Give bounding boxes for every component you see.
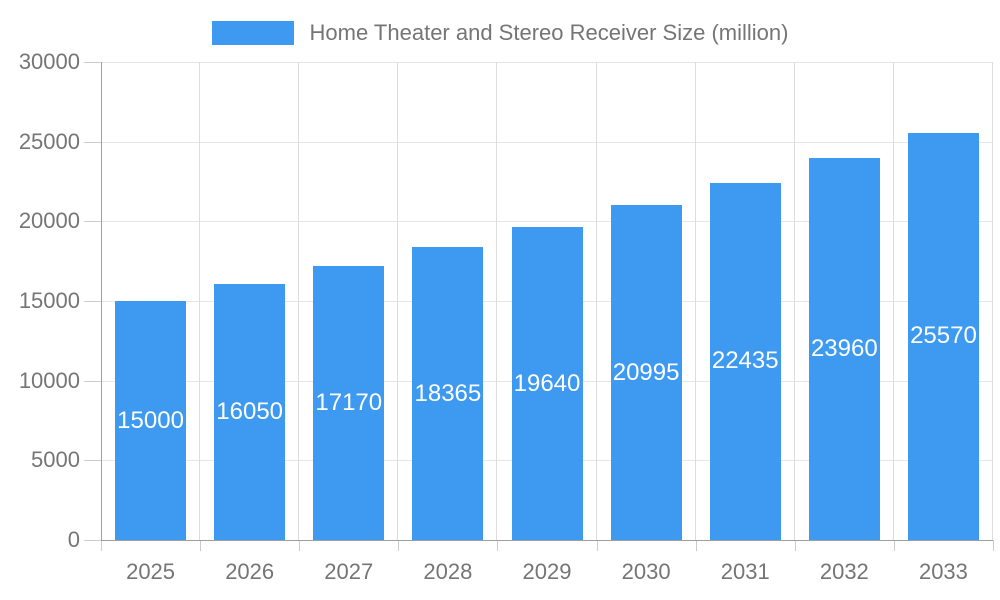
x-axis-tick xyxy=(695,540,697,551)
y-axis-tick-label: 30000 xyxy=(18,49,80,74)
gridline-horizontal xyxy=(101,221,993,223)
bar-value-label: 20995 xyxy=(612,358,680,386)
gridline-vertical xyxy=(397,62,399,540)
legend-label: Home Theater and Stereo Receiver Size (m… xyxy=(309,20,789,45)
x-axis-tick xyxy=(993,540,994,551)
x-axis-line xyxy=(101,540,993,541)
bar: 20995 xyxy=(610,205,682,540)
y-axis-tick xyxy=(84,540,101,541)
gridline-vertical xyxy=(694,62,696,540)
x-axis-tick-label: 2027 xyxy=(324,559,374,584)
x-axis-tick xyxy=(101,540,102,551)
bar: 25570 xyxy=(907,132,979,540)
bar: 19640 xyxy=(511,227,583,540)
y-axis-tick-label: 20000 xyxy=(18,208,80,234)
gridline-vertical xyxy=(793,62,795,540)
x-axis-tick xyxy=(200,540,202,551)
x-axis-tick-label: 2030 xyxy=(621,559,671,584)
bar-value-label: 17170 xyxy=(315,389,383,417)
x-axis-tick-label: 2028 xyxy=(423,559,473,584)
x-axis-tick xyxy=(794,540,796,551)
bar-value-label: 19640 xyxy=(513,369,581,397)
y-axis-tick xyxy=(84,380,101,382)
x-axis-tick-label: 2029 xyxy=(522,559,572,584)
y-axis-tick xyxy=(84,301,101,302)
chart-legend: Home Theater and Stereo Receiver Size (m… xyxy=(0,20,1000,46)
bar-value-label: 18365 xyxy=(414,379,482,407)
bar-value-label: 16050 xyxy=(216,398,284,426)
y-axis-tick xyxy=(84,62,101,63)
x-axis-tick xyxy=(398,540,400,551)
gridline-horizontal xyxy=(101,62,993,63)
x-axis-tick xyxy=(893,540,895,551)
bar: 17170 xyxy=(313,266,385,540)
bar-value-label: 23960 xyxy=(810,335,878,363)
x-axis-tick-label: 2031 xyxy=(720,559,770,584)
bar: 23960 xyxy=(808,158,880,540)
bar-value-label: 15000 xyxy=(117,406,184,434)
x-axis-tick xyxy=(299,540,301,551)
plot-area: 15000 16050 17170 18365 19640 20995 22435 23960… xyxy=(101,62,993,540)
gridline-horizontal xyxy=(101,141,993,143)
y-axis-tick-label: 0 xyxy=(67,527,80,552)
bar-value-label: 22435 xyxy=(711,347,779,375)
gridline-vertical xyxy=(892,62,894,540)
bar: 15000 xyxy=(115,301,187,540)
x-axis-tick xyxy=(596,540,598,551)
y-axis-tick-label: 5000 xyxy=(31,447,80,473)
gridline-vertical xyxy=(199,62,201,540)
y-axis-tick xyxy=(84,221,101,223)
gridline-vertical xyxy=(595,62,597,540)
bar: 16050 xyxy=(214,284,286,540)
y-axis-tick-label: 10000 xyxy=(18,367,80,393)
y-axis-tick xyxy=(84,141,101,143)
y-axis-tick xyxy=(84,460,101,462)
x-axis-tick-label: 2032 xyxy=(819,559,869,584)
bar: 18365 xyxy=(412,247,484,540)
y-axis-line xyxy=(101,62,102,540)
x-axis-tick-label: 2033 xyxy=(918,559,968,584)
x-axis-tick-label: 2026 xyxy=(225,559,275,584)
x-axis-tick-label: 2025 xyxy=(126,559,176,584)
gridline-vertical xyxy=(496,62,498,540)
bar: 22435 xyxy=(709,182,781,540)
legend-swatch xyxy=(211,21,294,45)
y-axis-tick-label: 25000 xyxy=(18,128,80,154)
gridline-vertical xyxy=(298,62,300,540)
y-axis-tick-label: 15000 xyxy=(18,288,80,313)
gridline-vertical xyxy=(992,62,993,540)
bar-value-label: 25570 xyxy=(910,322,977,350)
x-axis-tick xyxy=(497,540,499,551)
